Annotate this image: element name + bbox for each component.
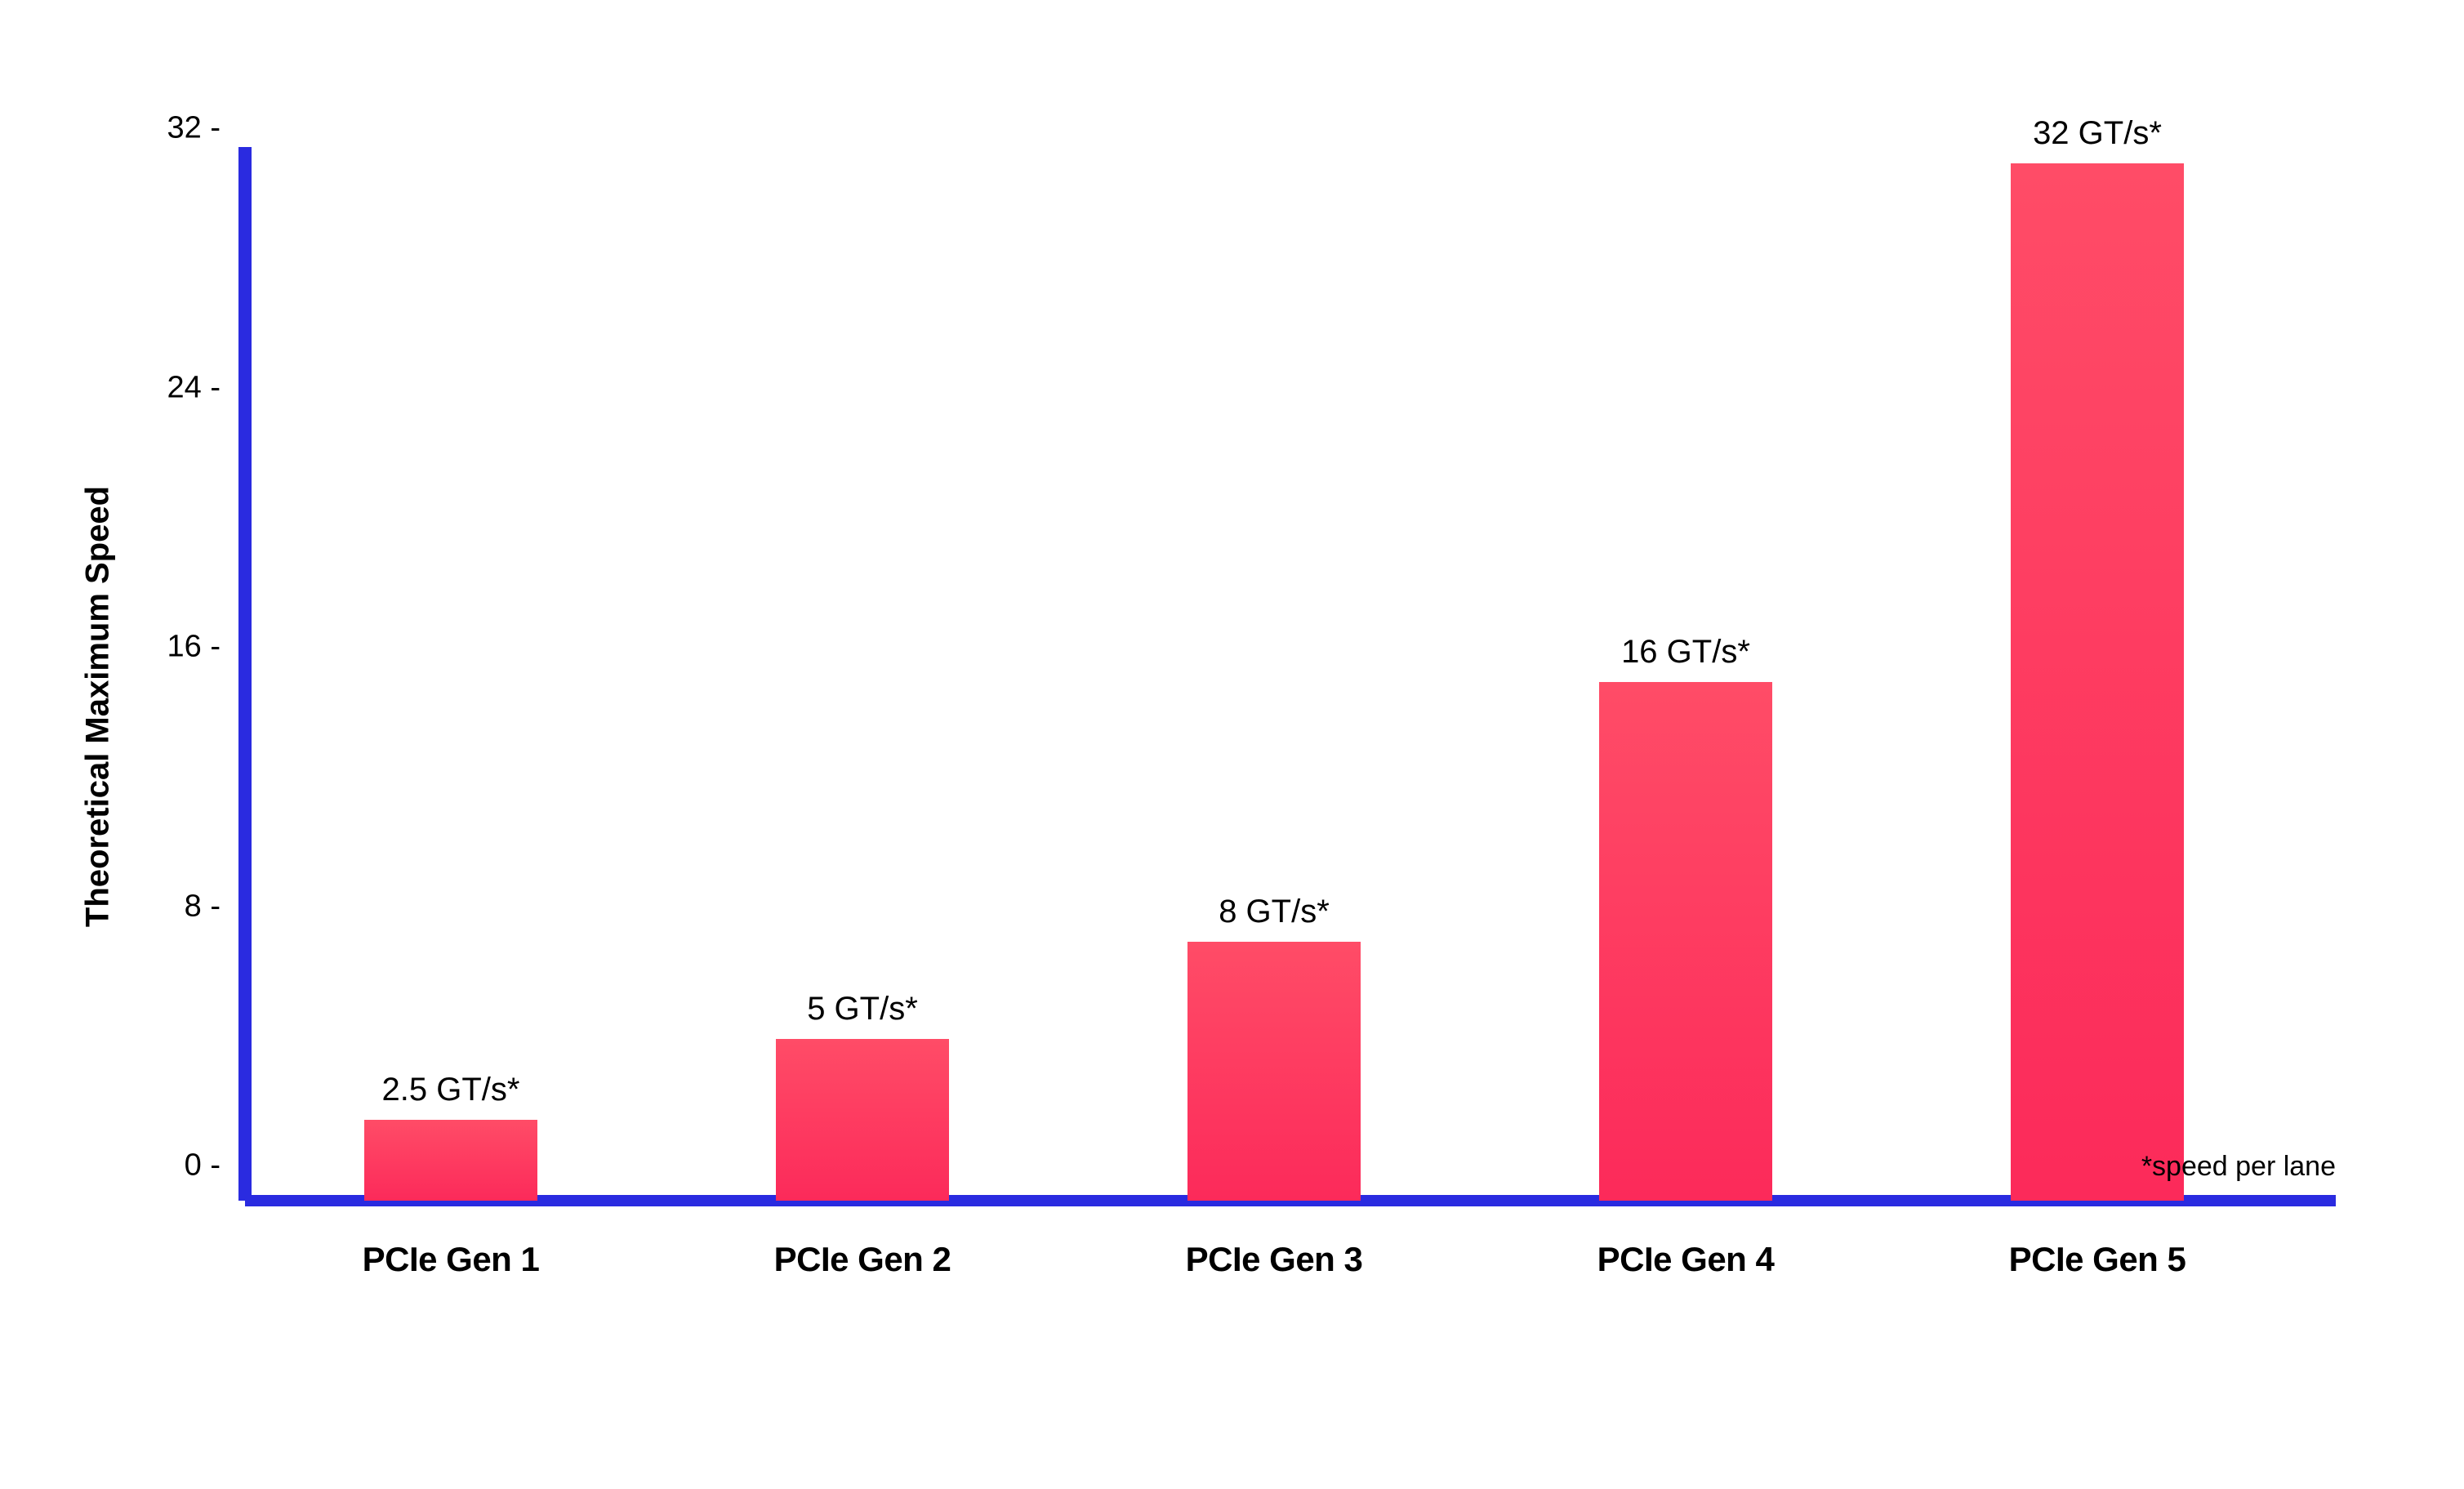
y-tick-label: 24 - <box>139 370 221 405</box>
y-tick-label: 32 - <box>139 111 221 146</box>
bar: 5 GT/s* <box>776 1039 949 1201</box>
bar-value-label: 5 GT/s* <box>807 991 918 1028</box>
x-category-label: PCIe Gen 5 <box>2009 1240 2186 1279</box>
bar: 8 GT/s* <box>1187 942 1361 1201</box>
x-category-label: PCIe Gen 3 <box>1186 1240 1363 1279</box>
footnote: *speed per lane <box>2141 1151 2336 1183</box>
bar-value-label: 8 GT/s* <box>1219 894 1330 930</box>
bar: 2.5 GT/s* <box>364 1120 537 1201</box>
x-category-label: PCIe Gen 1 <box>363 1240 540 1279</box>
y-tick-label: 0 - <box>139 1148 221 1184</box>
x-category-label: PCIe Gen 4 <box>1597 1240 1775 1279</box>
x-category-label: PCIe Gen 2 <box>774 1240 951 1279</box>
plot-area: 0 -8 -16 -24 -32 - 2.5 GT/s*PCIe Gen 15 … <box>245 163 2303 1201</box>
bar-value-label: 2.5 GT/s* <box>382 1072 520 1108</box>
bar: 32 GT/s* <box>2011 163 2184 1201</box>
y-tick-label: 8 - <box>139 889 221 924</box>
pcie-speed-bar-chart: Theoretical Maximum Speed 0 -8 -16 -24 -… <box>98 74 2352 1340</box>
y-tick-label: 16 - <box>139 630 221 665</box>
bars-container: 2.5 GT/s*PCIe Gen 15 GT/s*PCIe Gen 28 GT… <box>245 163 2303 1201</box>
bar-value-label: 32 GT/s* <box>2033 115 2162 152</box>
bar: 16 GT/s* <box>1599 682 1772 1201</box>
y-axis-title: Theoretical Maximum Speed <box>80 486 117 927</box>
bar-value-label: 16 GT/s* <box>1621 634 1750 671</box>
